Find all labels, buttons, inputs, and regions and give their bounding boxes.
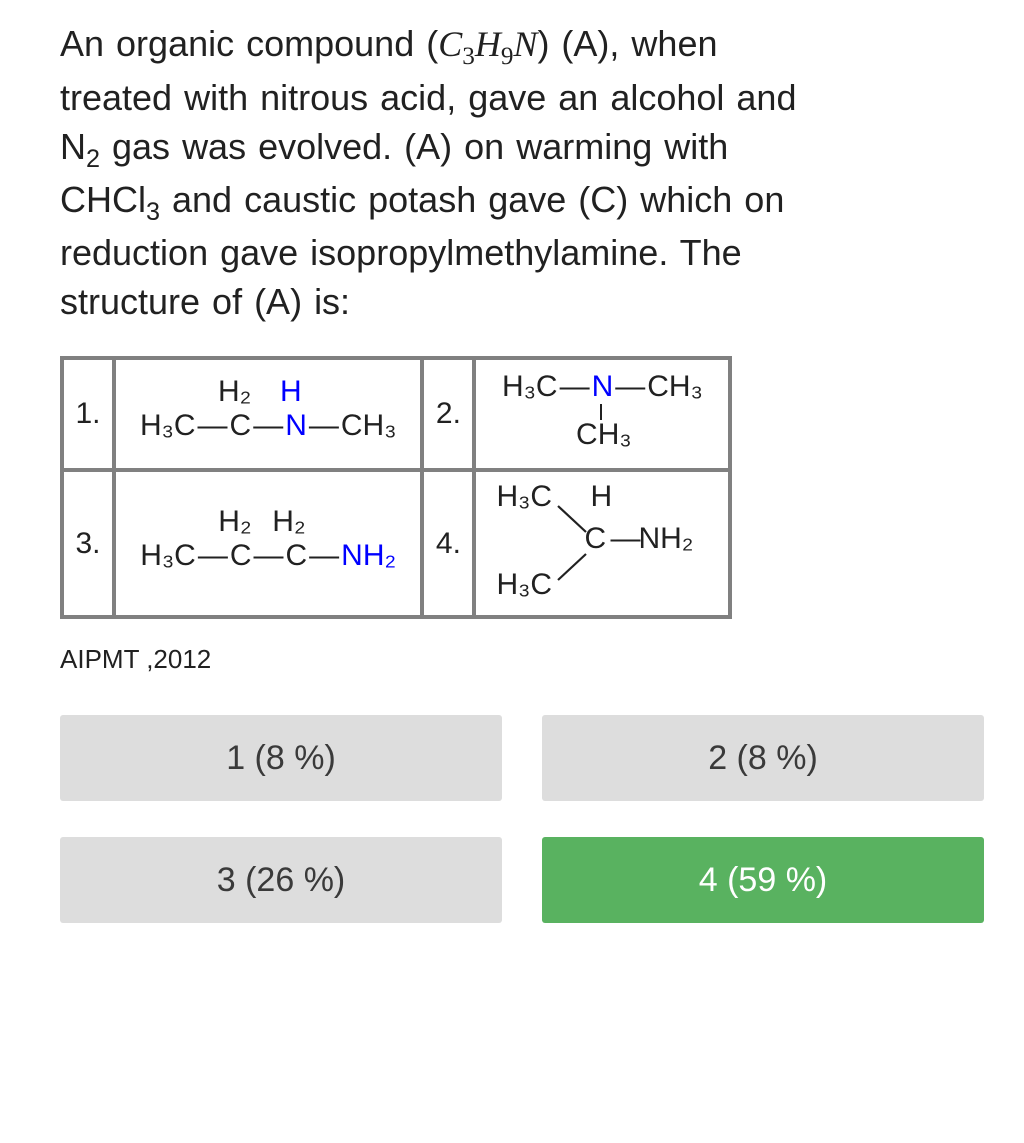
s1-c: C	[230, 409, 252, 442]
answer-option-4[interactable]: 4 (59 %)	[542, 837, 984, 923]
s2-ch3-r: CH₃	[647, 370, 703, 403]
option-cell-2: H₃C—N—CH₃ CH₃	[474, 358, 730, 470]
q-formula: C3H9N	[438, 24, 537, 64]
s3-nh2: NH₂	[341, 539, 396, 572]
s3-bond1: —	[196, 539, 230, 573]
s4-bonds-svg	[482, 476, 722, 606]
structure-1: H₃C—C—N—CH₃ H₂ H	[122, 375, 414, 453]
q-line4-pre: CHCl	[60, 179, 146, 220]
s2-n: N	[592, 370, 614, 403]
s1-over-h: H	[280, 375, 302, 409]
structure-2: H₃C—N—CH₃ CH₃	[484, 364, 721, 464]
option-number-1: 1.	[62, 358, 114, 470]
answer-grid: 1 (8 %) 2 (8 %) 3 (26 %) 4 (59 %)	[60, 715, 984, 923]
s2-under-ch3: CH₃	[576, 418, 632, 452]
s3-bond3: —	[307, 539, 341, 573]
structure-4: H₃C H C — NH₂ H₃C	[482, 476, 722, 606]
q-line1-pre: An organic compound (	[60, 23, 438, 64]
s1-bond3: —	[307, 409, 341, 443]
s1-n: N	[285, 409, 307, 442]
option-cell-1: H₃C—C—N—CH₃ H₂ H	[114, 358, 422, 470]
option-number-3: 3.	[62, 470, 114, 617]
source-line: AIPMT ,2012	[60, 644, 984, 675]
s3-over-h2a: H₂	[218, 505, 251, 539]
option-number-4: 4.	[422, 470, 474, 617]
s1-over-h2: H₂	[218, 375, 251, 409]
q-line3-sub: 2	[86, 145, 100, 173]
s1-ch3: CH₃	[341, 409, 397, 442]
s3-over-h2b: H₂	[272, 505, 305, 539]
answer-option-2[interactable]: 2 (8 %)	[542, 715, 984, 801]
s1-h3c: H₃C	[140, 409, 196, 442]
option-number-2: 2.	[422, 358, 474, 470]
q-line6: structure of (A) is:	[60, 281, 350, 322]
s2-bond1: —	[558, 370, 592, 404]
s1-bond2: —	[251, 409, 285, 443]
structure-3: H₃C—C—C—NH₂ H₂ H₂	[122, 505, 414, 583]
q-line3-post: gas was evolved. (A) on warming with	[100, 126, 728, 167]
q-line4-sub: 3	[146, 198, 160, 226]
q-line3-pre: N	[60, 126, 86, 167]
s2-h3c-l: H₃C	[502, 370, 558, 403]
s3-h3c: H₃C	[140, 539, 196, 572]
options-table: 1. H₃C—C—N—CH₃ H₂ H 2. H₃C—N—CH₃ CH₃	[60, 356, 732, 619]
s3-c1: C	[230, 539, 252, 572]
page: An organic compound (C3H9N) (A), when tr…	[0, 0, 1024, 963]
s1-bond1: —	[196, 409, 230, 443]
s2-bond2: —	[613, 370, 647, 404]
option-cell-4: H₃C H C — NH₂ H₃C	[474, 470, 730, 617]
s3-c2: C	[286, 539, 308, 572]
answer-option-1[interactable]: 1 (8 %)	[60, 715, 502, 801]
q-line1-mid: ) (A), when	[537, 23, 717, 64]
q-line5: reduction gave isopropylmethylamine. The	[60, 232, 742, 273]
q-line4-post: and caustic potash gave (C) which on	[160, 179, 784, 220]
answer-option-3[interactable]: 3 (26 %)	[60, 837, 502, 923]
option-cell-3: H₃C—C—C—NH₂ H₂ H₂	[114, 470, 422, 617]
q-line2: treated with nitrous acid, gave an alcoh…	[60, 77, 796, 118]
s3-bond2: —	[252, 539, 286, 573]
question-text: An organic compound (C3H9N) (A), when tr…	[60, 20, 984, 326]
